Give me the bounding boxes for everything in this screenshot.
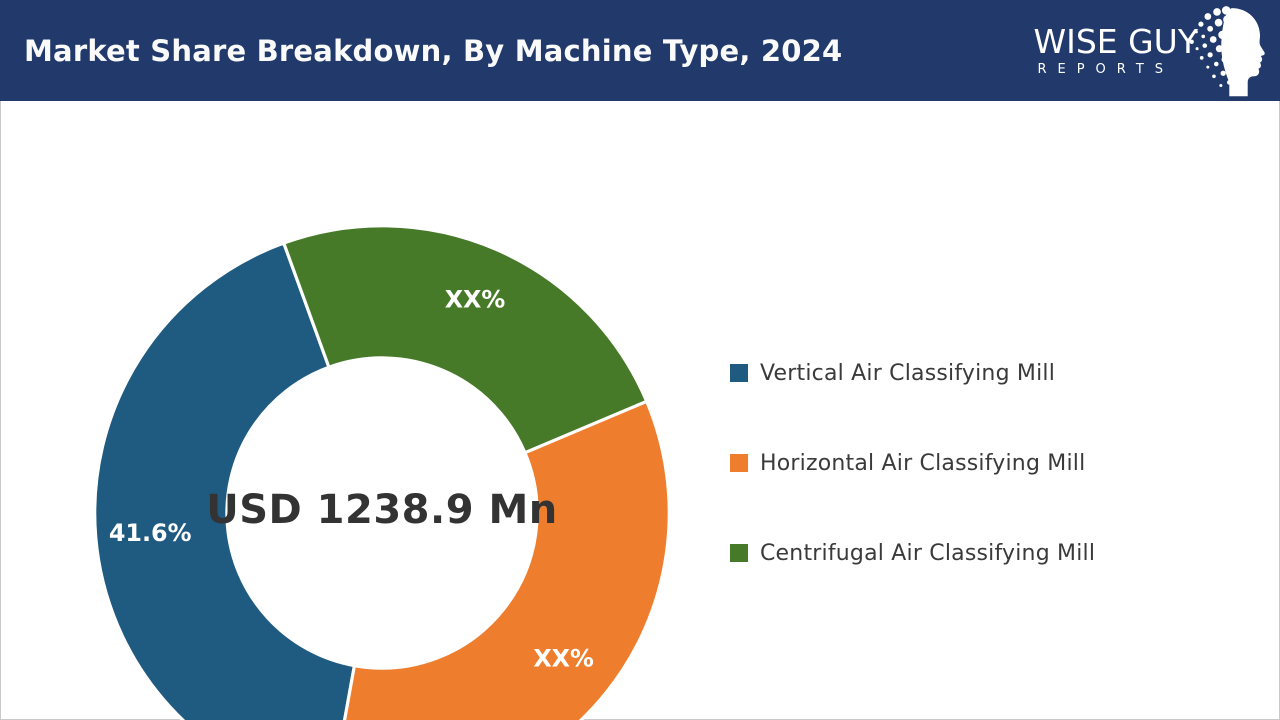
segment-pct-label-2: XX% bbox=[445, 286, 506, 314]
legend-item-1: Horizontal Air Classifying Mill bbox=[730, 445, 1095, 481]
segment-pct-label-0: 41.6% bbox=[109, 519, 192, 547]
wiseguy-logo: WISE GUY REPORTS bbox=[1033, 5, 1270, 97]
donut-segment-2 bbox=[282, 224, 649, 455]
legend-label-1: Horizontal Air Classifying Mill bbox=[760, 450, 1086, 476]
donut-center-value: USD 1238.9 Mn bbox=[206, 487, 558, 533]
wiseguy-reports-text: REPORTS bbox=[1037, 61, 1175, 77]
donut-segment-0 bbox=[93, 241, 357, 720]
wiseguy-face-icon bbox=[1189, 5, 1265, 96]
page-title: Market Share Breakdown, By Machine Type,… bbox=[24, 33, 843, 68]
legend-swatch-icon-0 bbox=[730, 364, 748, 382]
header-bar: Market Share Breakdown, By Machine Type,… bbox=[0, 0, 1280, 101]
wiseguy-brand-text: WISE GUY bbox=[1033, 21, 1198, 61]
segment-pct-label-1: XX% bbox=[533, 644, 594, 672]
legend-label-0: Vertical Air Classifying Mill bbox=[760, 360, 1056, 386]
donut-segment-1 bbox=[342, 399, 671, 720]
chart-area: 41.6% XX% XX% USD 1238.9 Mn Vertical Air C… bbox=[0, 101, 1280, 720]
legend-item-0: Vertical Air Classifying Mill bbox=[730, 355, 1095, 391]
donut-chart: 41.6% XX% XX% bbox=[93, 224, 671, 720]
legend-swatch-icon-2 bbox=[730, 544, 748, 562]
donut-chart-container: 41.6% XX% XX% bbox=[89, 220, 675, 720]
chart-legend: Vertical Air Classifying Mill Horizontal … bbox=[730, 355, 1095, 625]
legend-item-2: Centrifugal Air Classifying Mill bbox=[730, 535, 1095, 571]
wiseguy-logo-text: WISE GUY REPORTS bbox=[1033, 21, 1198, 77]
legend-label-2: Centrifugal Air Classifying Mill bbox=[760, 540, 1096, 566]
legend-swatch-icon-1 bbox=[730, 454, 748, 472]
